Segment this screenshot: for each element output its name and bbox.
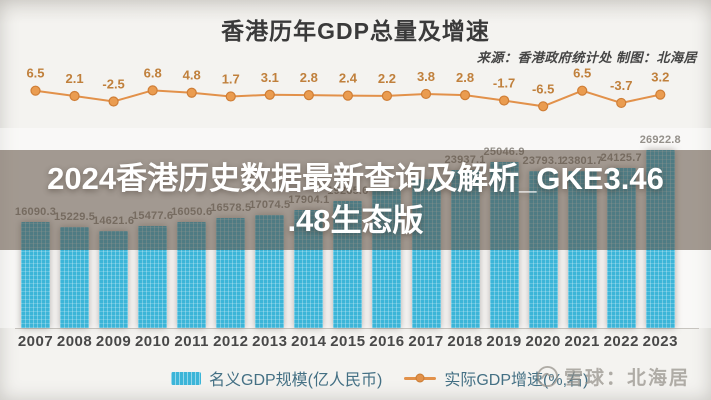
growth-point-2022 (616, 97, 627, 109)
growth-value-label: -1.7 (493, 76, 515, 91)
bar-legend-label: 名义GDP规模(亿人民币) (209, 372, 383, 389)
growth-value-label: 6.8 (144, 65, 162, 80)
growth-point-2016 (381, 90, 393, 101)
growth-value-label: -2.5 (102, 77, 124, 92)
growth-point-2011 (186, 87, 197, 98)
snowball-logo-icon (536, 365, 559, 388)
year-label-2014: 2014 (291, 333, 327, 350)
growth-value-label: 6.5 (573, 66, 591, 81)
watermark-text: 雪球：北海居 (564, 368, 691, 389)
growth-line (35, 89, 661, 108)
watermark: 雪球：北海居 (536, 363, 690, 390)
growth-point-2020 (538, 101, 549, 112)
year-label-2022: 2022 (603, 333, 639, 350)
overlay-text-line2: .48生态版 (287, 203, 424, 238)
gdp-bar-value-label: 26922.8 (639, 134, 681, 146)
year-label-2019: 2019 (486, 333, 522, 350)
year-label-2015: 2015 (330, 333, 366, 350)
growth-value-label: 4.8 (183, 68, 201, 83)
year-label-2021: 2021 (564, 333, 600, 350)
line-legend-dot-icon (415, 373, 425, 383)
overlay-text-line1: 2024香港历史数据最新查询及解析_GKE3.46 (47, 161, 664, 196)
growth-value-label: -6.5 (532, 81, 554, 96)
year-label-2013: 2013 (252, 333, 288, 350)
growth-value-label: 3.2 (651, 70, 669, 85)
line-legend-swatch-icon (404, 373, 437, 383)
growth-point-2014 (303, 90, 314, 101)
year-label-2010: 2010 (134, 333, 171, 350)
x-axis-line (15, 328, 699, 329)
year-label-2016: 2016 (369, 333, 405, 350)
growth-value-label: 2.8 (300, 70, 318, 85)
chart-title: 香港历年GDP总量及增速 (221, 18, 490, 44)
overlay-banner: 2024香港历史数据最新查询及解析_GKE3.46 .48生态版 (0, 150, 711, 250)
legend: 名义GDP规模(亿人民币) 实际GDP增速(%,右) (171, 366, 588, 390)
year-label-2009: 2009 (95, 333, 132, 350)
growth-value-label: 2.8 (456, 70, 474, 85)
growth-point-2015 (342, 90, 353, 101)
bar-legend-swatch-icon (171, 371, 201, 385)
year-label-2011: 2011 (174, 333, 209, 350)
growth-value-label: 6.5 (26, 66, 44, 81)
growth-value-label: -3.7 (610, 78, 632, 93)
year-label-2018: 2018 (447, 333, 483, 350)
growth-point-2021 (577, 85, 588, 96)
growth-value-label: 3.1 (261, 70, 279, 85)
growth-point-2023 (655, 89, 666, 100)
year-label-2008: 2008 (56, 333, 93, 350)
growth-point-2017 (420, 88, 432, 100)
year-label-2023: 2023 (642, 333, 678, 350)
growth-value-label: 1.7 (222, 71, 240, 86)
growth-value-label: 2.4 (339, 71, 358, 86)
growth-value-label: 2.2 (378, 71, 396, 86)
year-label-2017: 2017 (408, 333, 444, 350)
growth-point-2007 (30, 85, 41, 96)
year-label-2007: 2007 (17, 333, 54, 350)
chart-source: 来源：香港政府统计处 制图：北海居 (476, 50, 697, 65)
growth-point-2019 (499, 95, 510, 106)
year-label-2020: 2020 (525, 333, 561, 350)
year-label-2012: 2012 (213, 333, 249, 350)
growth-point-2013 (264, 89, 275, 100)
growth-value-label: 3.8 (417, 69, 435, 84)
growth-point-2012 (225, 91, 236, 102)
growth-point-2009 (108, 96, 119, 107)
growth-point-2010 (147, 85, 158, 96)
growth-point-2018 (459, 90, 471, 101)
growth-point-2008 (69, 90, 80, 102)
growth-value-label: 2.1 (66, 71, 84, 86)
